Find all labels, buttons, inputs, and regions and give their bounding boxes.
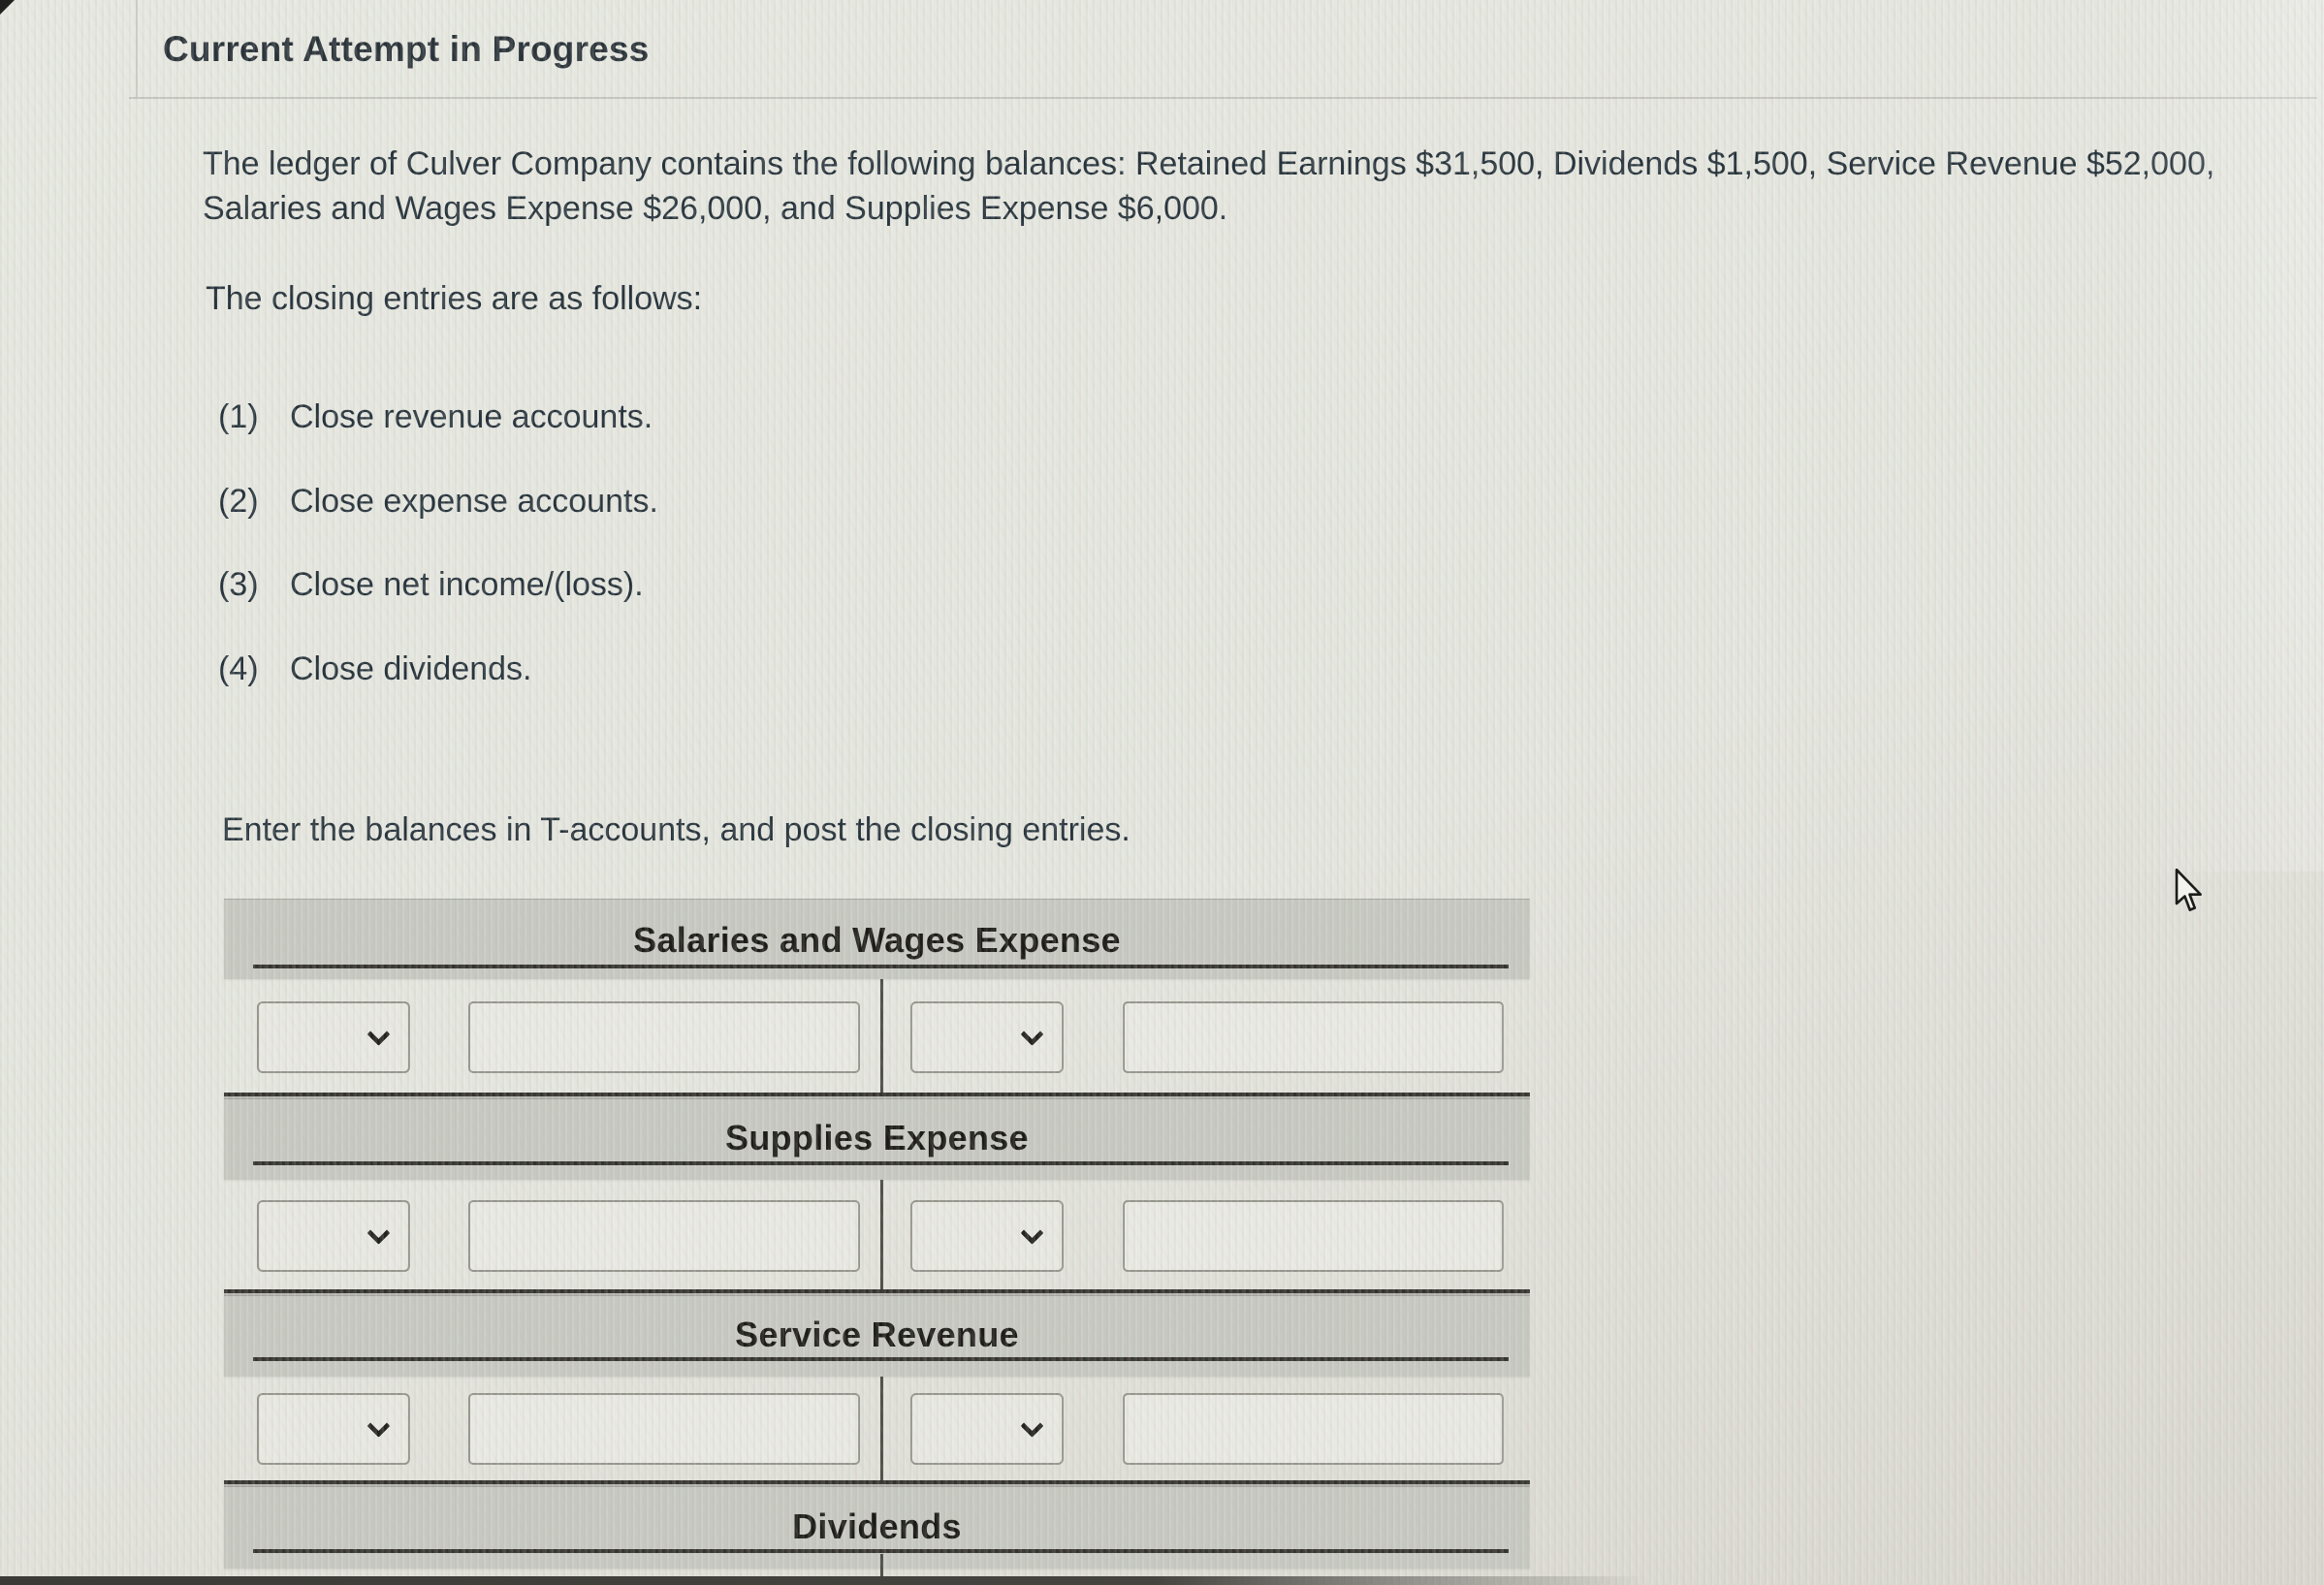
- t-account-stem-salaries: [880, 979, 883, 1094]
- closing-entry-number: (2): [218, 483, 259, 520]
- photo-artifact-top-left: [0, 0, 15, 15]
- t-account-title-supplies: Supplies Expense: [725, 1118, 1029, 1157]
- salaries-credit-amount-input[interactable]: [1123, 1001, 1504, 1073]
- t-account-header-dividends: Dividends: [224, 1486, 1530, 1569]
- page-title: Current Attempt in Progress: [163, 29, 650, 69]
- supplies-credit-amount-input[interactable]: [1123, 1200, 1504, 1272]
- t-account-title-salaries: Salaries and Wages Expense: [633, 920, 1121, 960]
- closing-entry-text: Close expense accounts.: [290, 483, 658, 520]
- closing-entry-text: Close net income/(loss).: [290, 566, 644, 603]
- closing-entry-item-3: (3) Close net income/(loss).: [218, 565, 644, 604]
- mouse-cursor: [2172, 868, 2205, 920]
- supplies-credit-entry-select[interactable]: [910, 1200, 1064, 1272]
- service-revenue-debit-entry-select[interactable]: [257, 1393, 410, 1465]
- service-revenue-debit-amount-input[interactable]: [468, 1393, 860, 1465]
- closing-entry-number: (3): [218, 566, 259, 603]
- t-account-header-service-revenue: Service Revenue: [224, 1295, 1530, 1377]
- t-account-stem-service-revenue: [880, 1377, 883, 1483]
- chevron-down-icon: [1020, 1220, 1044, 1245]
- closing-entry-number: (4): [218, 650, 259, 687]
- photo-artifact-bottom-edge: [0, 1576, 1648, 1585]
- salaries-debit-entry-select[interactable]: [257, 1001, 410, 1073]
- chevron-down-icon: [1020, 1022, 1044, 1046]
- closing-entry-item-2: (2) Close expense accounts.: [218, 482, 658, 521]
- t-account-separator-service-revenue: [224, 1289, 1530, 1293]
- t-account-stem-supplies: [880, 1180, 883, 1290]
- closing-entry-item-4: (4) Close dividends.: [218, 650, 531, 688]
- t-account-separator-supplies: [224, 1093, 1530, 1096]
- t-account-top-rule-supplies: [253, 1161, 1509, 1165]
- problem-text: The ledger of Culver Company contains th…: [203, 145, 2215, 227]
- closing-entry-text: Close revenue accounts.: [290, 398, 653, 435]
- closing-entry-number: (1): [218, 398, 259, 435]
- service-revenue-credit-entry-select[interactable]: [910, 1393, 1064, 1465]
- closing-entry-item-1: (1) Close revenue accounts.: [218, 397, 653, 436]
- closing-entries-intro: The closing entries are as follows:: [206, 280, 703, 317]
- chevron-down-icon: [366, 1022, 391, 1046]
- salaries-debit-amount-input[interactable]: [468, 1001, 860, 1073]
- service-revenue-credit-amount-input[interactable]: [1123, 1393, 1504, 1465]
- chevron-down-icon: [1020, 1413, 1044, 1438]
- t-account-top-rule-salaries: [253, 965, 1509, 968]
- t-account-separator-dividends: [224, 1480, 1530, 1484]
- t-account-stem-dividends: [880, 1554, 883, 1585]
- supplies-debit-entry-select[interactable]: [257, 1200, 410, 1272]
- t-account-title-service-revenue: Service Revenue: [735, 1315, 1019, 1354]
- t-account-top-rule-dividends: [253, 1549, 1509, 1553]
- chevron-down-icon: [366, 1220, 391, 1245]
- photo-artifact-right-glare: [2120, 0, 2324, 872]
- supplies-debit-amount-input[interactable]: [468, 1200, 860, 1272]
- t-account-top-rule-service-revenue: [253, 1357, 1509, 1361]
- t-account-header-salaries: Salaries and Wages Expense: [224, 899, 1530, 979]
- t-account-title-dividends: Dividends: [792, 1506, 962, 1546]
- t-account-header-supplies: Supplies Expense: [224, 1098, 1530, 1180]
- salaries-credit-entry-select[interactable]: [910, 1001, 1064, 1073]
- content-left-edge-line: [136, 0, 138, 98]
- closing-entry-text: Close dividends.: [290, 650, 532, 687]
- instruction-text: Enter the balances in T-accounts, and po…: [222, 811, 1130, 848]
- title-divider: [129, 97, 2317, 99]
- chevron-down-icon: [366, 1413, 391, 1438]
